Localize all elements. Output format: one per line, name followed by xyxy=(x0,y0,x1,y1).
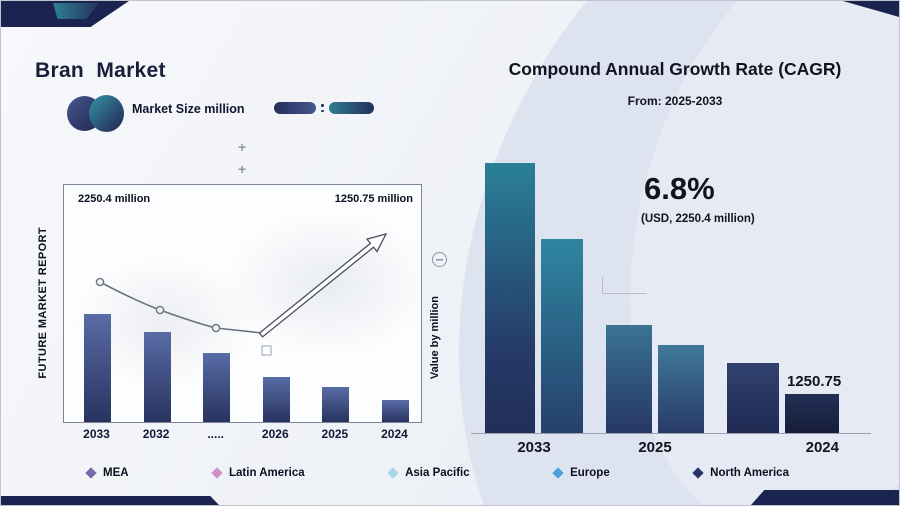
watermark-vertical-text: FUTURE MARKET REPORT xyxy=(37,227,49,379)
cagr-bar-group xyxy=(606,325,704,433)
legend-pills xyxy=(274,102,374,114)
plus-icon: + xyxy=(238,161,247,177)
legend-item-label: MEA xyxy=(103,467,129,479)
market-size-category: 2032 xyxy=(142,427,170,441)
market-size-category: 2033 xyxy=(83,427,110,441)
market-size-icon xyxy=(67,95,125,132)
diamond-icon xyxy=(387,467,399,479)
market-size-legend-label: Market Size million xyxy=(132,102,245,116)
cagr-bar xyxy=(485,163,535,433)
cagr-bar-group xyxy=(727,363,839,433)
diamond-icon xyxy=(211,467,223,479)
market-size-icon-front xyxy=(89,95,124,132)
legend-item: MEA xyxy=(85,467,129,479)
cagr-2024-value-label: 1250.75 xyxy=(787,373,842,390)
diamond-icon xyxy=(85,467,97,479)
cagr-y-axis-label: Value by million xyxy=(429,296,441,380)
cagr-bar-group xyxy=(485,163,583,433)
cagr-category: 2033 xyxy=(517,439,551,456)
cagr-bar xyxy=(785,394,839,433)
market-size-category: 2024 xyxy=(381,427,408,441)
cagr-title: Compound Annual Growth Rate (CAGR) xyxy=(508,59,842,79)
cagr-bar xyxy=(658,345,704,433)
legend-pill-separator xyxy=(321,104,324,112)
bottom-legend: MEA Latin America Asia Pacific Europe North … xyxy=(85,467,789,479)
market-size-bar xyxy=(84,314,111,422)
market-size-category: ..... xyxy=(207,427,225,441)
cagr-category: 2024 xyxy=(805,439,839,456)
corner-ribbon-accent xyxy=(53,3,99,19)
legend-item-label: Asia Pacific xyxy=(405,467,470,479)
market-size-category: 2025 xyxy=(321,427,349,441)
diamond-icon xyxy=(552,467,564,479)
market-size-bar xyxy=(143,332,171,422)
legend-item: North America xyxy=(692,467,789,479)
bottom-right-strip xyxy=(751,490,899,505)
market-size-labels: 2033 2032..... 2026 2025 2024 xyxy=(63,427,420,441)
cagr-note: (USD, 2250.4 million) xyxy=(641,213,755,225)
cagr-category-labels: 2033 2025 2024 xyxy=(485,439,847,456)
legend-item: Latin America xyxy=(211,467,305,479)
circle-minus-icon xyxy=(432,252,447,267)
cagr-bar xyxy=(727,363,779,433)
cagr-bar-groups xyxy=(485,161,847,433)
legend-pill-navy xyxy=(274,102,316,114)
cagr-subtitle: From: 2025-2033 xyxy=(627,94,723,108)
legend-item: Asia Pacific xyxy=(387,467,470,479)
decor-bracket xyxy=(602,277,647,294)
market-size-bars xyxy=(84,314,409,422)
legend-item-label: North America xyxy=(710,467,789,479)
cagr-value: 6.8% xyxy=(644,171,715,206)
annotation-start-value: 2250.4 million xyxy=(78,193,151,205)
legend-item: Europe xyxy=(552,467,610,479)
market-size-chart: 2250.4 million 1250.75 million xyxy=(63,184,422,423)
market-size-bar xyxy=(262,377,290,422)
market-size-bar xyxy=(322,387,350,422)
cagr-bar xyxy=(606,325,652,433)
cagr-baseline xyxy=(471,433,871,434)
page-title: Bran Market xyxy=(35,59,166,82)
bottom-left-strip xyxy=(1,496,219,505)
legend-item-label: Latin America xyxy=(229,467,305,479)
cagr-bar xyxy=(541,239,583,433)
plus-icon: + xyxy=(238,139,247,155)
cagr-category: 2025 xyxy=(638,439,672,456)
annotation-end-value: 1250.75 million xyxy=(334,193,413,205)
diamond-icon xyxy=(692,467,704,479)
market-size-bar xyxy=(381,400,409,422)
legend-pill-teal xyxy=(328,102,374,114)
market-size-category: 2026 xyxy=(261,427,289,441)
market-size-bar xyxy=(203,353,231,422)
legend-item-label: Europe xyxy=(570,467,610,479)
